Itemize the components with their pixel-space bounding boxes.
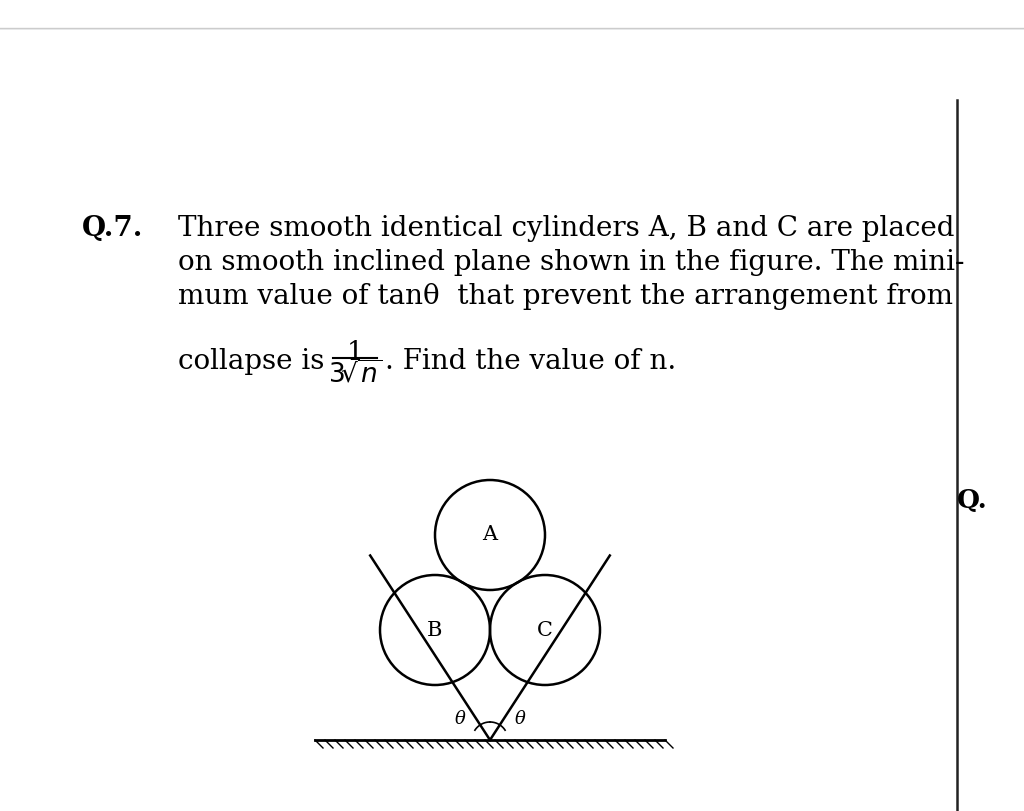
Bar (0, 0, 1024, 28)
Text: mum value of tanθ  that prevent the arrangement from: mum value of tanθ that prevent the arran… (178, 283, 953, 310)
Text: Q.: Q. (956, 487, 987, 513)
Text: Q.7.: Q.7. (82, 215, 143, 242)
Text: on smooth inclined plane shown in the figure. The mini-: on smooth inclined plane shown in the fi… (178, 249, 965, 276)
Text: 1: 1 (347, 340, 364, 365)
Text: C: C (537, 620, 553, 640)
Text: $3\!\sqrt{n}$: $3\!\sqrt{n}$ (328, 360, 382, 388)
Text: B: B (427, 620, 442, 640)
Text: θ: θ (515, 710, 525, 728)
Text: θ: θ (455, 710, 466, 728)
Text: collapse is: collapse is (178, 348, 325, 375)
Text: A: A (482, 526, 498, 544)
Text: Three smooth identical cylinders A, B and C are placed: Three smooth identical cylinders A, B an… (178, 215, 954, 242)
Text: . Find the value of n.: . Find the value of n. (385, 348, 676, 375)
